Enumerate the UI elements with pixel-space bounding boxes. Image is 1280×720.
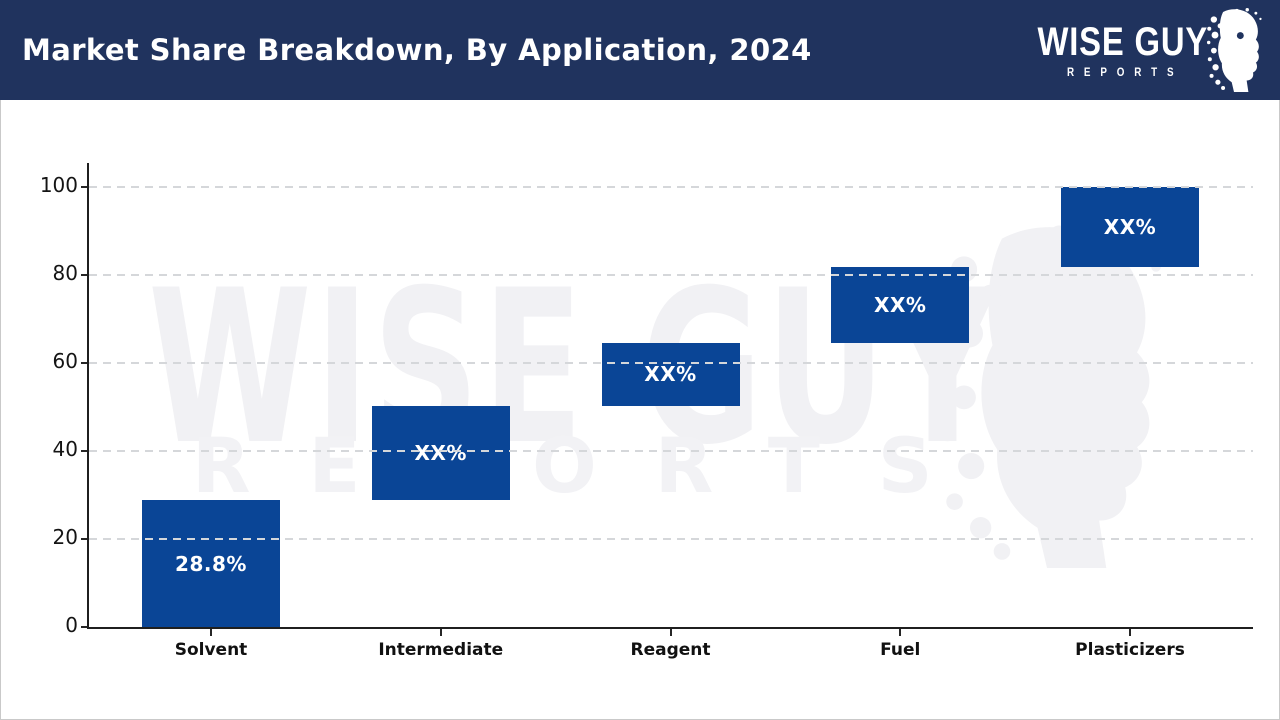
- y-axis-tick-mark: [81, 626, 89, 628]
- x-axis-category-label: Fuel: [880, 640, 921, 660]
- y-axis-tick-label: 40: [52, 437, 78, 461]
- wiseguy-reports-label: REPORTS: [1066, 64, 1184, 79]
- y-axis-tick-mark: [81, 274, 89, 276]
- y-axis-tick-mark: [81, 450, 89, 452]
- x-axis-category-label: Solvent: [174, 640, 248, 660]
- bar-value-label: XX%: [414, 440, 467, 465]
- gridline: [89, 538, 1253, 540]
- x-axis-tick-mark: [669, 629, 672, 636]
- x-axis-category-label: Plasticizers: [1075, 640, 1185, 660]
- y-axis-tick-label: 0: [65, 613, 78, 637]
- y-axis-tick-mark: [81, 538, 89, 540]
- y-axis-spine: [87, 163, 89, 629]
- bar-solvent: 28.8%: [142, 500, 280, 627]
- wiseguy-wordmark: WISE GUY: [1037, 19, 1208, 64]
- y-axis-tick-label: 80: [52, 261, 78, 285]
- header: Market Share Breakdown, By Application, …: [0, 0, 1280, 100]
- y-axis-tick-label: 100: [39, 173, 78, 197]
- gridline: [89, 274, 1253, 276]
- page-title: Market Share Breakdown, By Application, …: [22, 33, 812, 67]
- y-axis-tick-mark: [81, 362, 89, 364]
- bar-value-label: XX%: [1103, 214, 1157, 239]
- wiseguy-logo: WISE GUY REPORTS: [1000, 8, 1266, 92]
- bar-value-label: 28.8%: [175, 551, 247, 576]
- gridline: [89, 450, 1253, 452]
- bar-reagent: XX%: [601, 343, 740, 406]
- x-axis-category-label: Reagent: [630, 640, 711, 660]
- bar-value-label: XX%: [644, 362, 697, 387]
- bar-intermediate: XX%: [371, 405, 510, 501]
- x-axis-tick-mark: [899, 629, 902, 636]
- y-axis-tick-mark: [81, 186, 89, 188]
- bar-value-label: XX%: [874, 292, 927, 317]
- x-axis-spine: [87, 627, 1253, 629]
- x-axis-tick-mark: [1129, 629, 1131, 636]
- wiseguy-face-icon: [1206, 8, 1262, 92]
- y-axis-tick-label: 60: [52, 349, 78, 373]
- gridline: [89, 186, 1253, 188]
- x-axis-category-label: Intermediate: [378, 640, 504, 660]
- wiseguy-wordmark-block: WISE GUY REPORTS: [1037, 22, 1208, 79]
- x-axis-tick-mark: [210, 629, 212, 636]
- bar-plasticizers: XX%: [1061, 187, 1199, 267]
- y-axis-tick-label: 20: [52, 525, 78, 549]
- bar-fuel: XX%: [831, 266, 970, 344]
- x-axis-tick-mark: [439, 629, 442, 636]
- gridline: [89, 362, 1253, 364]
